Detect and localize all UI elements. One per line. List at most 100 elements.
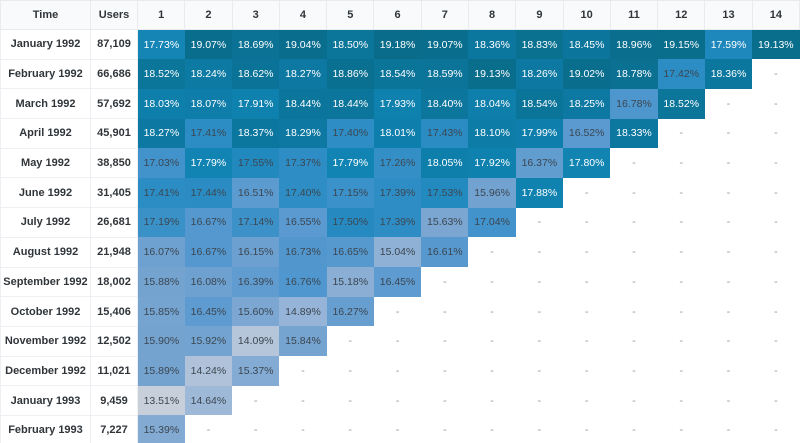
cohort-users-count: 9,459 xyxy=(90,385,138,416)
retention-cell: 17.39% xyxy=(373,207,422,238)
empty-retention-cell: - xyxy=(704,326,753,357)
empty-retention-cell: - xyxy=(657,267,705,297)
period-column-header: 1 xyxy=(136,0,186,30)
empty-retention-cell: - xyxy=(752,296,800,327)
retention-cell: 15.37% xyxy=(232,356,280,386)
empty-retention-cell: - xyxy=(610,177,658,208)
retention-cell: 18.52% xyxy=(137,59,185,89)
retention-cell: 15.96% xyxy=(468,177,516,208)
retention-cell: 18.05% xyxy=(421,148,469,178)
retention-cell: 17.14% xyxy=(232,207,280,238)
empty-retention-cell: - xyxy=(752,118,800,149)
retention-cell: 18.54% xyxy=(515,88,564,119)
cohort-row: March 1992 57,692 18.03% 18.07% 17.91% 18.44%… xyxy=(0,88,800,120)
cohort-row: February 1993 7,227 15.39% - - - - - - - - - - - - - xyxy=(0,415,800,443)
empty-retention-cell: - xyxy=(657,177,705,208)
empty-retention-cell: - xyxy=(657,148,705,178)
cohort-users-count: 18,002 xyxy=(90,267,138,298)
empty-retention-cell: - xyxy=(704,385,753,416)
empty-retention-cell: - xyxy=(232,385,280,416)
empty-retention-cell: - xyxy=(752,88,800,119)
retention-cell: 15.63% xyxy=(421,207,469,238)
empty-retention-cell: - xyxy=(421,267,469,297)
cohort-month-label: May 1992 xyxy=(0,148,91,179)
retention-cell: 17.99% xyxy=(515,118,564,149)
cohort-users-count: 38,850 xyxy=(90,148,138,179)
empty-retention-cell: - xyxy=(752,207,800,238)
cohort-row: December 1992 11,021 15.89% 14.24% 15.37% - - -… xyxy=(0,356,800,387)
empty-retention-cell: - xyxy=(326,385,374,416)
cohort-month-label: November 1992 xyxy=(0,326,91,357)
retention-cell: 15.90% xyxy=(137,326,185,357)
retention-cell: 16.07% xyxy=(137,237,185,267)
empty-retention-cell: - xyxy=(515,385,564,416)
cohort-month-label: June 1992 xyxy=(0,177,91,209)
empty-retention-cell: - xyxy=(610,415,658,443)
empty-retention-cell: - xyxy=(468,237,516,267)
retention-cell: 18.33% xyxy=(610,118,658,149)
cohort-row: September 1992 18,002 15.88% 16.08% 16.39% 16… xyxy=(0,267,800,298)
empty-retention-cell: - xyxy=(373,385,422,416)
retention-cell: 17.41% xyxy=(184,118,233,149)
retention-cell: 17.92% xyxy=(468,148,516,178)
retention-cell: 13.51% xyxy=(137,385,185,416)
cohort-row: January 1992 87,109 17.73% 19.07% 18.69% 19.0… xyxy=(0,29,800,60)
retention-cell: 18.96% xyxy=(610,29,658,60)
empty-retention-cell: - xyxy=(752,415,800,443)
empty-retention-cell: - xyxy=(515,207,564,238)
empty-retention-cell: - xyxy=(515,237,564,267)
cohort-month-label: August 1992 xyxy=(0,237,91,268)
retention-cell: 19.18% xyxy=(373,29,422,60)
empty-retention-cell: - xyxy=(610,296,658,327)
retention-cell: 17.41% xyxy=(137,177,185,208)
empty-retention-cell: - xyxy=(563,296,611,327)
retention-cell: 16.55% xyxy=(279,207,327,238)
retention-cell: 16.73% xyxy=(279,237,327,267)
empty-retention-cell: - xyxy=(421,356,469,386)
retention-cell: 17.59% xyxy=(704,29,753,60)
empty-retention-cell: - xyxy=(279,356,327,386)
retention-cell: 18.50% xyxy=(326,29,374,60)
empty-retention-cell: - xyxy=(373,356,422,386)
empty-retention-cell: - xyxy=(373,326,422,357)
empty-retention-cell: - xyxy=(657,237,705,267)
retention-cell: 15.04% xyxy=(373,237,422,267)
empty-retention-cell: - xyxy=(468,326,516,357)
cohort-users-count: 87,109 xyxy=(90,29,138,60)
retention-cell: 18.40% xyxy=(421,88,469,119)
retention-cell: 17.55% xyxy=(232,148,280,178)
empty-retention-cell: - xyxy=(563,415,611,443)
empty-retention-cell: - xyxy=(704,267,753,297)
empty-retention-cell: - xyxy=(468,267,516,297)
empty-retention-cell: - xyxy=(563,385,611,416)
retention-cell: 17.03% xyxy=(137,148,185,178)
retention-cell: 18.44% xyxy=(279,88,327,119)
empty-retention-cell: - xyxy=(610,237,658,267)
empty-retention-cell: - xyxy=(515,267,564,297)
period-column-header: 11 xyxy=(609,0,659,30)
empty-retention-cell: - xyxy=(657,385,705,416)
retention-cell: 17.19% xyxy=(137,207,185,238)
retention-cell: 16.45% xyxy=(184,296,233,327)
empty-retention-cell: - xyxy=(563,267,611,297)
empty-retention-cell: - xyxy=(563,326,611,357)
empty-retention-cell: - xyxy=(515,296,564,327)
retention-cell: 18.36% xyxy=(704,59,753,89)
period-column-header: 10 xyxy=(562,0,611,30)
empty-retention-cell: - xyxy=(326,415,374,443)
empty-retention-cell: - xyxy=(421,296,469,327)
period-column-header: 12 xyxy=(657,0,706,30)
retention-cell: 17.50% xyxy=(326,207,374,238)
retention-cell: 18.62% xyxy=(232,59,280,89)
retention-cell: 19.07% xyxy=(184,29,233,60)
cohort-row: October 1992 15,406 15.85% 16.45% 15.60% 14.8… xyxy=(0,296,800,327)
empty-retention-cell: - xyxy=(752,385,800,416)
retention-cell: 15.84% xyxy=(279,326,327,357)
cohort-row: February 1992 66,686 18.52% 18.24% 18.62% 18.… xyxy=(0,59,800,90)
empty-retention-cell: - xyxy=(326,326,374,357)
empty-retention-cell: - xyxy=(515,356,564,386)
cohort-users-count: 45,901 xyxy=(90,118,138,149)
empty-retention-cell: - xyxy=(657,207,705,238)
retention-cell: 16.67% xyxy=(184,237,233,267)
